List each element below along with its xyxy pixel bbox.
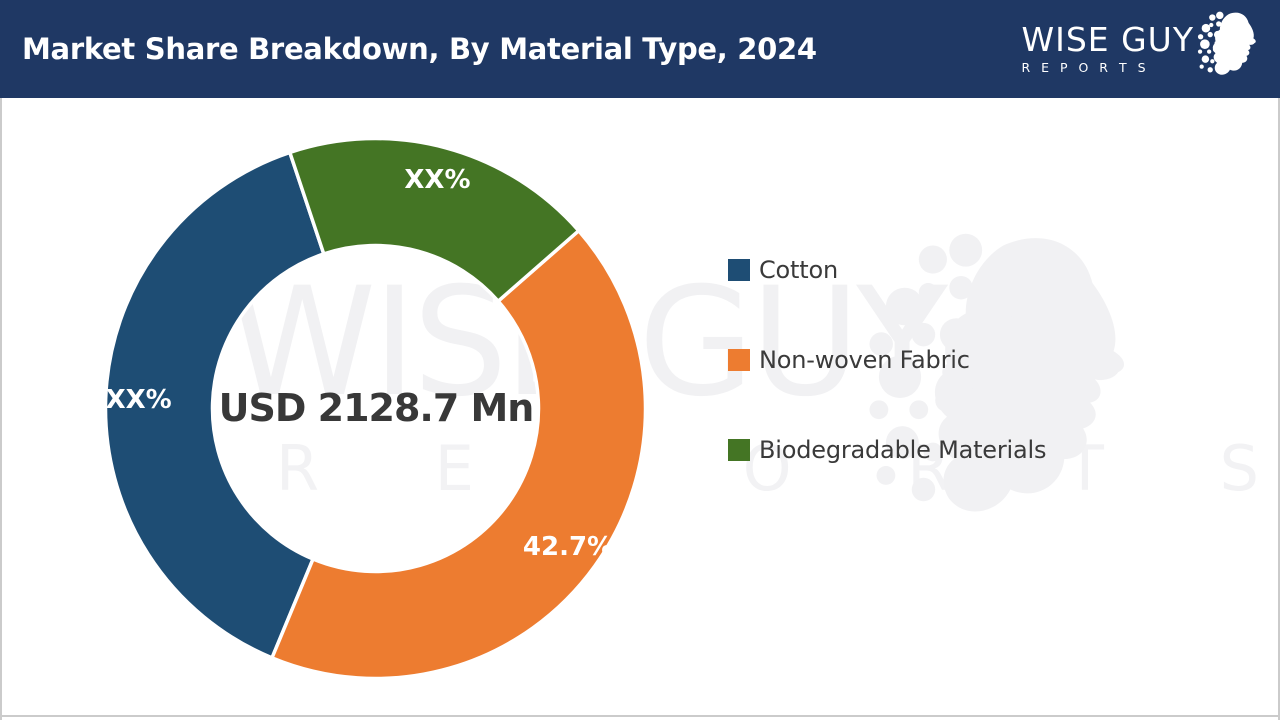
legend-swatch <box>728 349 750 371</box>
donut-slice-non-woven-fabric <box>270 228 648 681</box>
legend-item-non-woven-fabric: Non-woven Fabric <box>728 346 1046 374</box>
slice-label-cotton: XX% <box>105 385 172 416</box>
donut-slice-cotton <box>103 150 326 660</box>
legend-swatch <box>728 439 750 461</box>
chart-legend: Cotton Non-woven Fabric Biodegradable Mate… <box>728 256 1047 464</box>
logo-text: WISE GUY R E P O R T S <box>1021 19 1194 76</box>
donut-chart <box>103 136 648 681</box>
legend-label: Cotton <box>759 256 838 284</box>
legend-label: Non-woven Fabric <box>759 346 970 374</box>
legend-swatch <box>728 259 750 281</box>
logo-head-icon <box>1196 9 1266 89</box>
slice-label-non-woven-fabric: 42.7% <box>522 531 614 562</box>
legend-item-biodegradable-materials: Biodegradable Materials <box>728 436 1047 464</box>
frame-border-right <box>1278 98 1280 720</box>
watermark-subtext: R E P O R T S <box>276 432 1280 505</box>
slice-label-biodegradable-materials: XX% <box>404 164 471 195</box>
header-bar: Market Share Breakdown, By Material Type… <box>0 0 1280 98</box>
logo-wordmark: WISE GUY <box>1021 19 1194 59</box>
legend-label: Biodegradable Materials <box>759 436 1047 464</box>
watermark-head-icon <box>862 222 1168 574</box>
donut-slice-biodegradable-materials <box>288 136 581 303</box>
page-title: Market Share Breakdown, By Material Type… <box>22 32 817 66</box>
frame-border-left <box>0 98 2 720</box>
wise-guy-logo: WISE GUY R E P O R T S <box>1021 9 1266 89</box>
frame-border-bottom <box>0 715 1280 717</box>
legend-item-cotton: Cotton <box>728 256 1046 284</box>
chart-center-value: USD 2128.7 Mn <box>218 386 535 430</box>
logo-subtext: R E P O R T S <box>1021 60 1150 76</box>
